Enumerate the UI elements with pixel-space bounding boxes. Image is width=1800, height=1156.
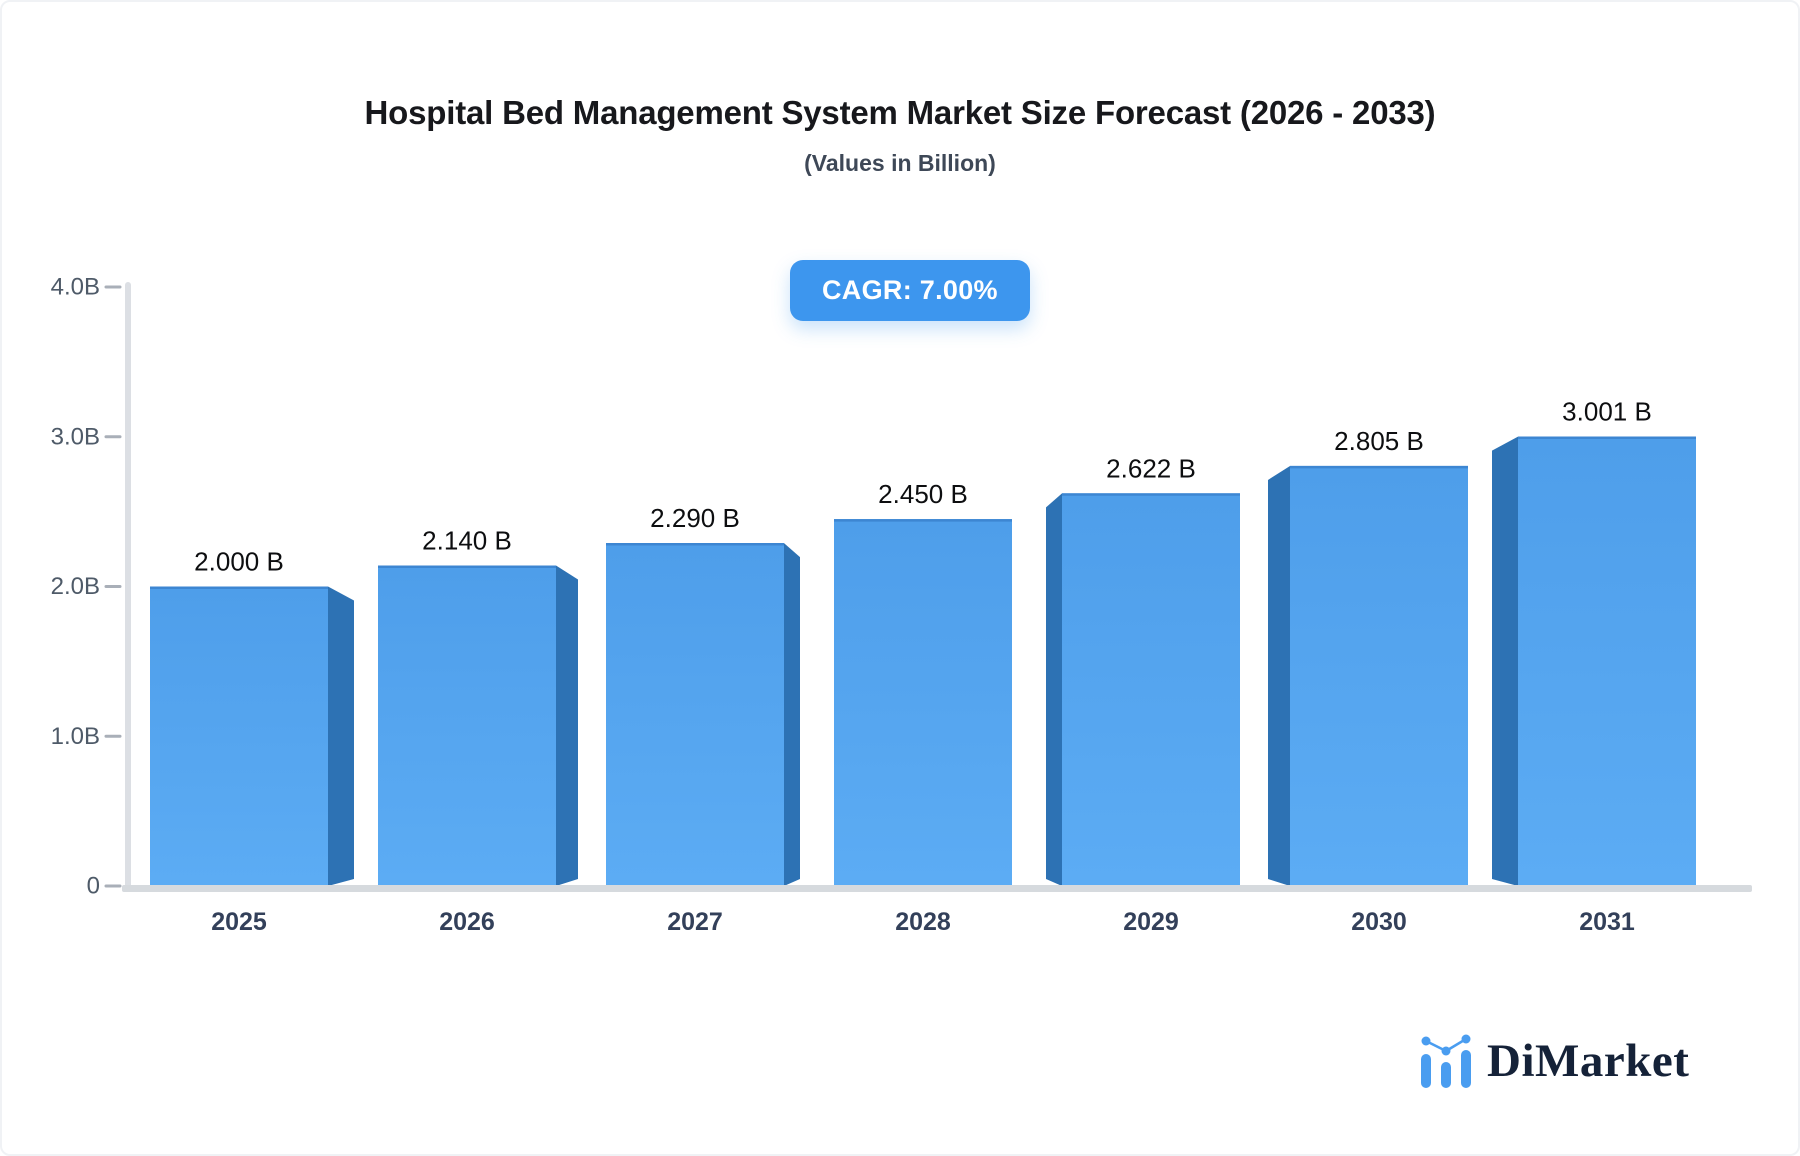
bar-value-label-2026: 2.140 B: [422, 526, 512, 556]
logo-icon-shapes: [1421, 1034, 1471, 1088]
x-axis-baseline: [122, 885, 1752, 892]
bar-value-label-2025: 2.000 B: [194, 547, 284, 577]
y-tick-label: 1.0B: [51, 723, 100, 750]
bar-2029: [1062, 493, 1240, 886]
bar-value-label-2028: 2.450 B: [878, 479, 968, 509]
chart-subtitle: (Values in Billion): [804, 150, 996, 176]
page-title: Hospital Bed Management System Market Si…: [364, 94, 1436, 131]
bar-side-2029: [1046, 493, 1062, 886]
dimarket-logo-text: DiMarket: [1487, 1034, 1690, 1087]
bar-value-label-2029: 2.622 B: [1106, 453, 1196, 483]
bar-value-label-2031: 3.001 B: [1562, 397, 1652, 427]
bar-side-2025: [328, 586, 354, 886]
bar-line-chart-icon: [1421, 1034, 1471, 1088]
y-tick-label: 3.0B: [51, 423, 100, 450]
bar-2027: [606, 543, 784, 886]
x-tick-label-2031: 2031: [1579, 908, 1635, 936]
bar-2028: [834, 519, 1012, 886]
y-tick-label: 4.0B: [51, 274, 100, 301]
y-axis-line: [125, 282, 131, 892]
bar-side-2031: [1492, 436, 1518, 886]
cagr-badge: CAGR: 7.00%: [790, 260, 1030, 321]
bar-side-2027: [784, 543, 800, 886]
x-tick-label-2028: 2028: [895, 908, 951, 936]
x-tick-label-2029: 2029: [1123, 908, 1179, 936]
x-tick-label-2030: 2030: [1351, 908, 1407, 936]
bar-2030: [1290, 465, 1468, 886]
bar-value-label-2030: 2.805 B: [1334, 426, 1424, 456]
y-tick-label: 0: [87, 873, 100, 900]
dimarket-logo: DiMarket: [1420, 1032, 1689, 1090]
bar-side-2030: [1268, 465, 1290, 886]
x-tick-label-2026: 2026: [439, 908, 495, 936]
bar-2026: [378, 565, 556, 886]
bar-value-label-2027: 2.290 B: [650, 503, 740, 533]
x-tick-label-2025: 2025: [211, 908, 267, 936]
x-tick-label-2027: 2027: [667, 908, 723, 936]
bar-side-2026: [556, 565, 578, 886]
y-tick-label: 2.0B: [51, 573, 100, 600]
cagr-badge-label: CAGR: 7.00%: [822, 275, 998, 305]
bar-2025: [150, 586, 328, 886]
bar-2031: [1518, 436, 1696, 886]
